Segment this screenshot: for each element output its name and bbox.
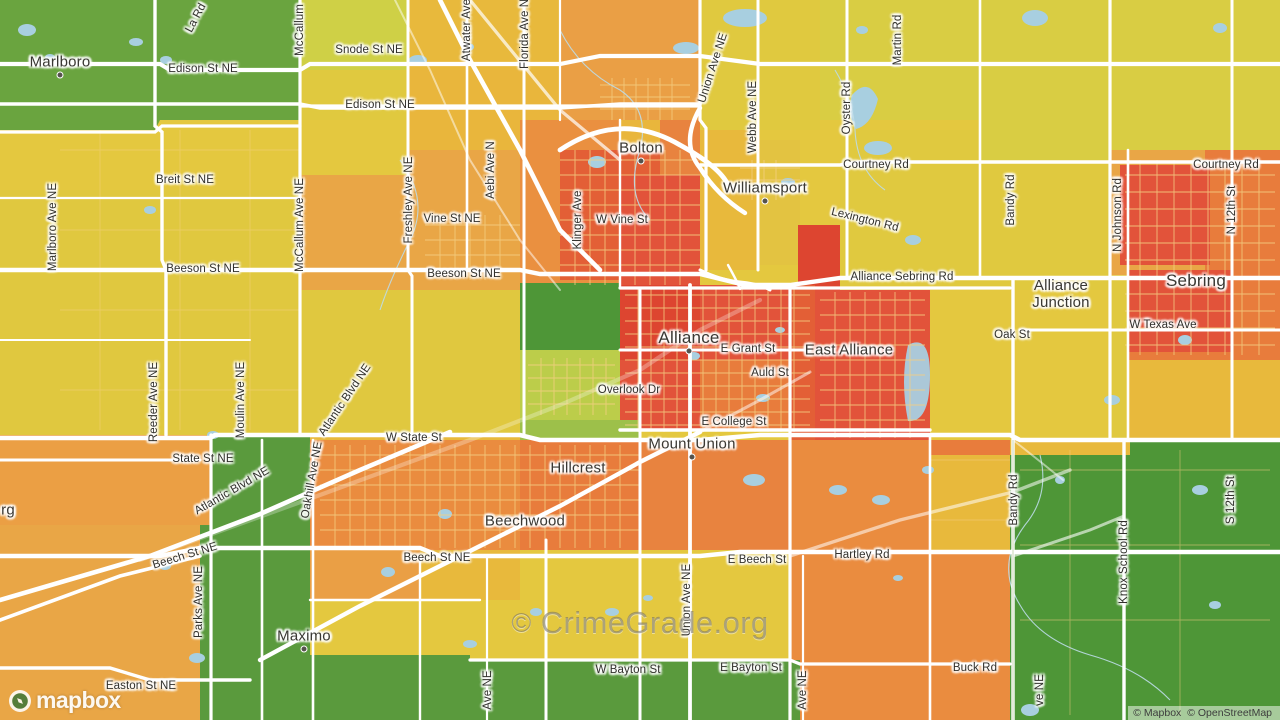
attribution-osm: © OpenStreetMap <box>1187 707 1272 719</box>
street-label-edison-st-ne: Edison St NE <box>345 99 415 111</box>
minor-road-grid <box>60 78 1275 715</box>
street-label-bandy-rd: Bandy Rd <box>1008 474 1020 526</box>
street-label-w-state-st: W State St <box>386 432 442 444</box>
mapbox-logo-text: mapbox <box>36 687 121 713</box>
street-label-ve-ne: ve NE <box>1034 674 1046 706</box>
mapbox-logo-icon <box>9 689 31 712</box>
street-label-snode-st-ne: Snode St NE <box>335 44 403 56</box>
street-label-vine-st-ne: Vine St NE <box>423 213 481 225</box>
street-label-beech-st-ne: Beech St NE <box>151 540 219 572</box>
attribution-mapbox: © Mapbox <box>1133 707 1182 719</box>
street-label-e-bayton-st: E Bayton St <box>720 662 782 674</box>
place-label-bolton: Bolton <box>619 139 663 157</box>
street-label-courtney-rd: Courtney Rd <box>843 159 909 171</box>
street-label-oyster-rd: Oyster Rd <box>841 81 853 135</box>
street-label-aebi-ave-n: Aebi Ave N <box>485 141 497 199</box>
street-label-parks-ave-ne: Parks Ave NE <box>193 566 205 638</box>
place-label-mount-union: Mount Union <box>648 435 736 453</box>
place-label-east-alliance: East Alliance <box>804 341 894 359</box>
street-label-bandy-rd: Bandy Rd <box>1005 174 1017 226</box>
street-label-reeder-ave-ne: Reeder Ave NE <box>148 361 160 443</box>
street-label-la-rd: La Rd <box>183 1 209 35</box>
city-marker-maximo[interactable] <box>300 645 308 653</box>
street-label-klinger-ave: Klinger Ave <box>572 190 584 250</box>
place-label-alliance-junction: Alliance Junction <box>1032 276 1090 311</box>
street-label-buck-rd: Buck Rd <box>952 662 998 674</box>
stream-lines <box>379 29 1171 701</box>
street-label-e-college-st: E College St <box>701 416 767 428</box>
street-label-n-12th-st: N 12th St <box>1226 185 1238 235</box>
street-label-w-texas-ave: W Texas Ave <box>1129 319 1197 331</box>
street-label-mccallum-ave-ne: McCallum Ave NE <box>294 178 306 272</box>
place-label-maximo: Maximo <box>277 627 331 645</box>
mapbox-logo[interactable]: mapbox <box>8 687 121 714</box>
street-label-hartley-rd: Hartley Rd <box>834 549 890 561</box>
place-label-williamsport: Williamsport <box>722 179 808 197</box>
street-label-beeson-st-ne: Beeson St NE <box>427 268 501 280</box>
street-label-beeson-st-ne: Beeson St NE <box>166 263 240 275</box>
place-label-sebring: Sebring <box>1166 271 1226 290</box>
street-label-s-12th-st: S 12th St <box>1225 475 1237 525</box>
street-label-mccallum: McCallum <box>294 4 306 56</box>
place-label-rg: rg <box>1 501 15 519</box>
place-label-marlboro: Marlboro <box>29 53 91 71</box>
street-label-atwater-ave: Atwater Ave <box>461 0 473 62</box>
place-label-beechwood: Beechwood <box>484 512 566 530</box>
place-label-alliance: Alliance <box>658 328 720 347</box>
street-label-e-grant-st: E Grant St <box>720 343 776 355</box>
street-label-ave-ne: Ave NE <box>482 670 494 710</box>
city-marker-alliance[interactable] <box>685 347 693 355</box>
city-marker-mount-union[interactable] <box>688 453 696 461</box>
street-label-florida-ave-ne: Florida Ave NE <box>519 0 531 69</box>
street-label-atlantic-blvd-ne: Atlantic Blvd NE <box>316 361 374 439</box>
street-label-w-vine-st: W Vine St <box>596 214 648 226</box>
street-label-e-beech-st: E Beech St <box>727 554 787 566</box>
street-label-oakhill-ave-ne: Oakhill Ave NE <box>299 440 325 520</box>
street-label-w-bayton-st: W Bayton St <box>595 664 661 676</box>
street-label-union-ave-ne: Union Ave NE <box>681 563 693 637</box>
street-label-freshley-ave-ne: Freshley Ave NE <box>403 156 415 244</box>
city-marker-bolton[interactable] <box>637 157 645 165</box>
street-label-courtney-rd: Courtney Rd <box>1193 159 1259 171</box>
map-attribution[interactable]: © Mapbox © OpenStreetMap <box>1128 706 1280 720</box>
street-label-lexington-rd: Lexington Rd <box>830 205 900 235</box>
street-label-martin-rd: Martin Rd <box>892 14 904 66</box>
street-label-knox-school-rd: Knox School Rd <box>1118 520 1130 604</box>
street-label-marlboro-ave-ne: Marlboro Ave NE <box>47 182 59 272</box>
street-label-breit-st-ne: Breit St NE <box>156 174 214 186</box>
street-label-ave-ne: Ave NE <box>797 670 809 710</box>
city-marker-marlboro[interactable] <box>56 71 64 79</box>
street-label-auld-st: Auld St <box>751 367 789 379</box>
street-label-moulin-ave-ne: Moulin Ave NE <box>235 361 247 439</box>
street-label-state-st-ne: State St NE <box>172 453 234 465</box>
street-label-overlook-dr: Overlook Dr <box>597 384 661 396</box>
street-label-n-johnson-rd: N Johnson Rd <box>1112 177 1124 253</box>
street-label-union-ave-ne: Union Ave NE <box>696 31 730 105</box>
street-label-atlantic-blvd-ne: Atlantic Blvd NE <box>192 464 272 518</box>
city-marker-williamsport[interactable] <box>761 197 769 205</box>
place-label-hillcrest: Hillcrest <box>550 459 606 477</box>
street-label-alliance-sebring-rd: Alliance Sebring Rd <box>850 271 954 283</box>
street-label-webb-ave-ne: Webb Ave NE <box>747 80 759 154</box>
street-label-edison-st-ne: Edison St NE <box>168 63 238 75</box>
street-label-beech-st-ne: Beech St NE <box>403 552 471 564</box>
street-label-oak-st: Oak St <box>994 329 1030 341</box>
